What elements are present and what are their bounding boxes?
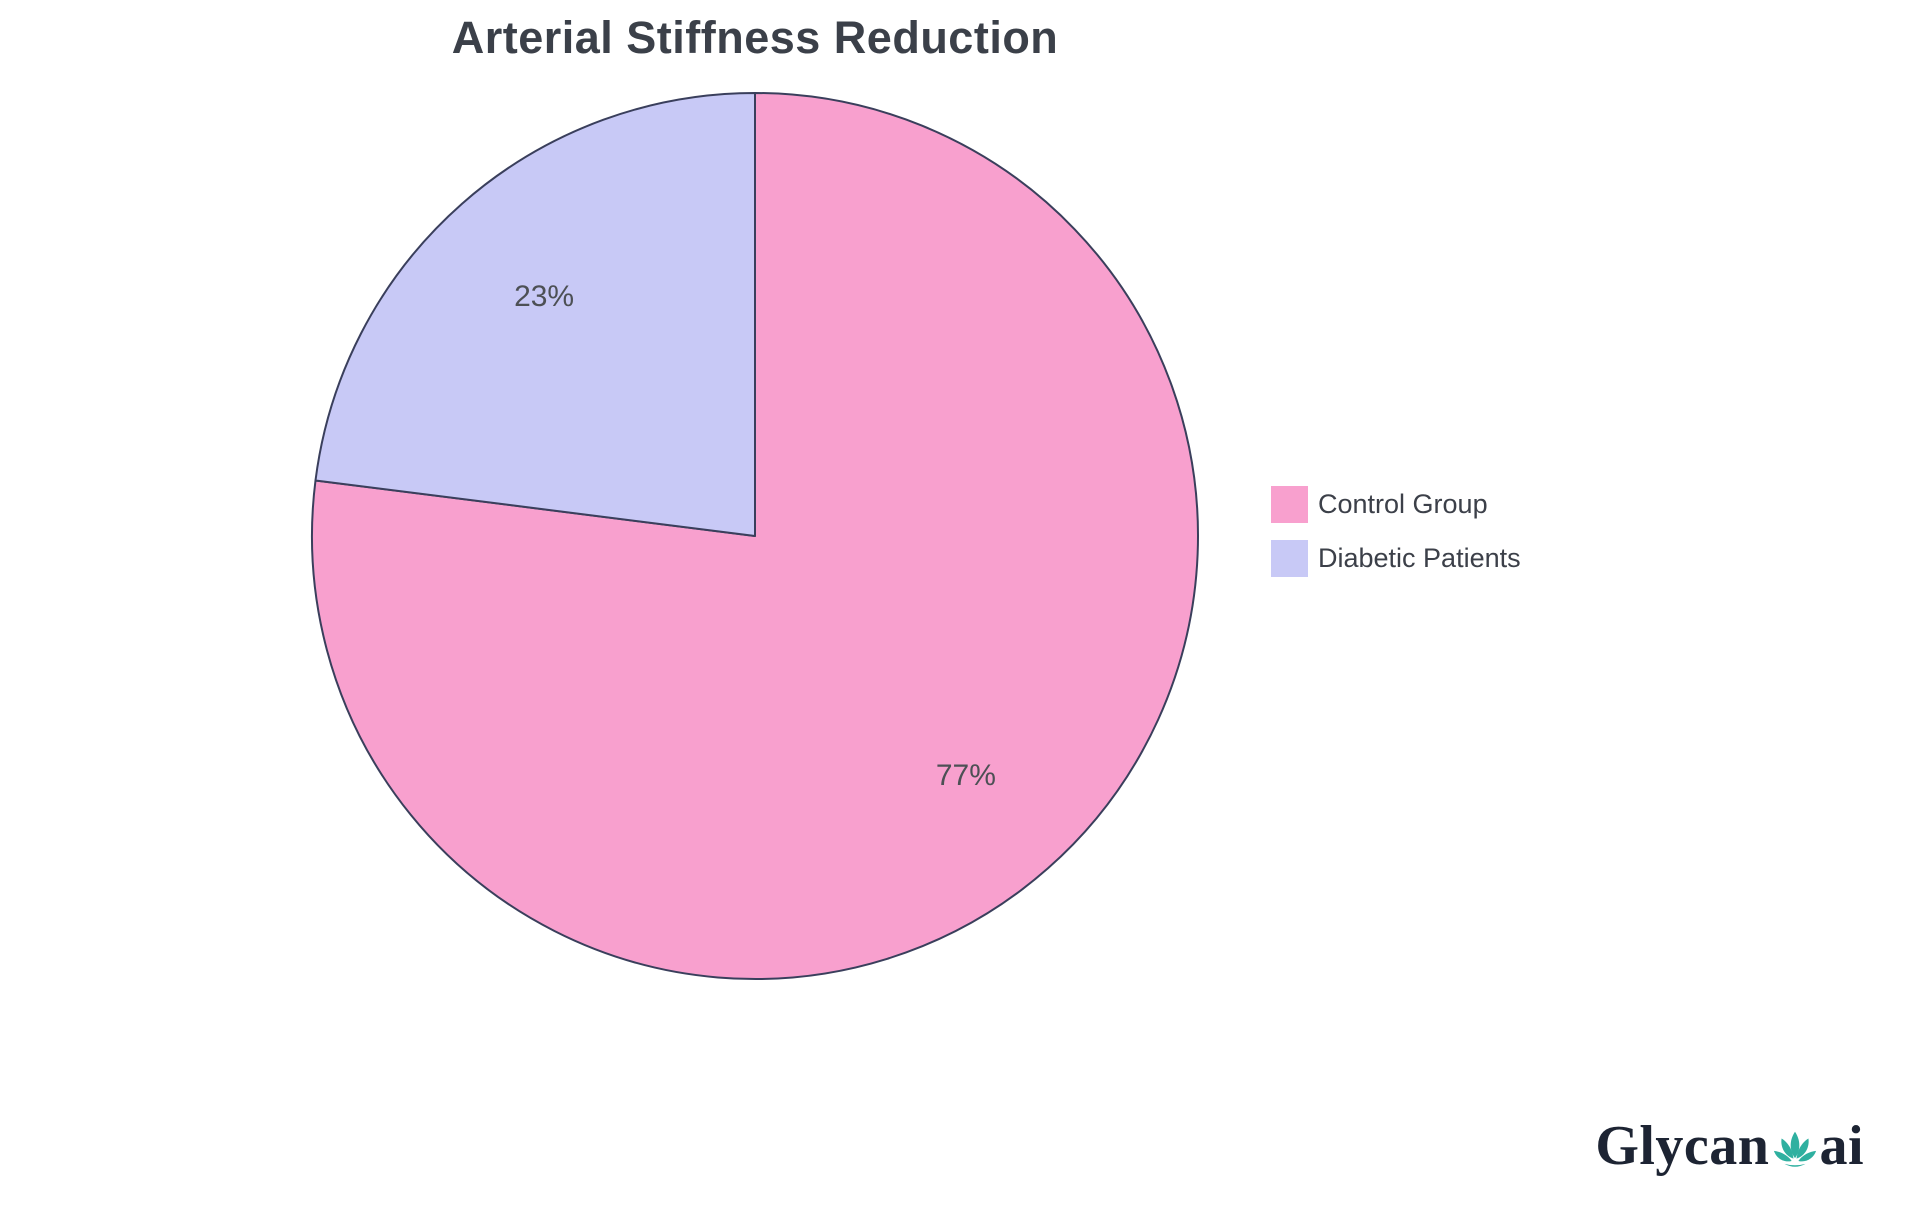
legend-label-control-group: Control Group bbox=[1318, 489, 1488, 519]
brand-logo-text-right: ai bbox=[1819, 1115, 1864, 1177]
brand-logo: Glycan ai bbox=[1595, 1118, 1864, 1174]
legend: Control Group Diabetic Patients bbox=[1271, 486, 1521, 577]
slice-label-diabetic-patients: 23% bbox=[514, 280, 574, 313]
slice-label-control-group: 77% bbox=[936, 759, 996, 792]
brand-logo-text-left: Glycan bbox=[1595, 1115, 1770, 1177]
chart-title: Arterial Stiffness Reduction bbox=[451, 12, 1059, 63]
legend-item-control-group[interactable]: Control Group bbox=[1271, 486, 1521, 523]
pie-slice-diabetic-patients bbox=[314, 92, 756, 537]
legend-swatch-diabetic-patients bbox=[1271, 540, 1308, 577]
legend-swatch-control-group bbox=[1271, 486, 1308, 523]
legend-item-diabetic-patients[interactable]: Diabetic Patients bbox=[1271, 540, 1521, 577]
legend-label-diabetic-patients: Diabetic Patients bbox=[1318, 543, 1521, 573]
lotus-icon bbox=[1774, 1131, 1817, 1167]
